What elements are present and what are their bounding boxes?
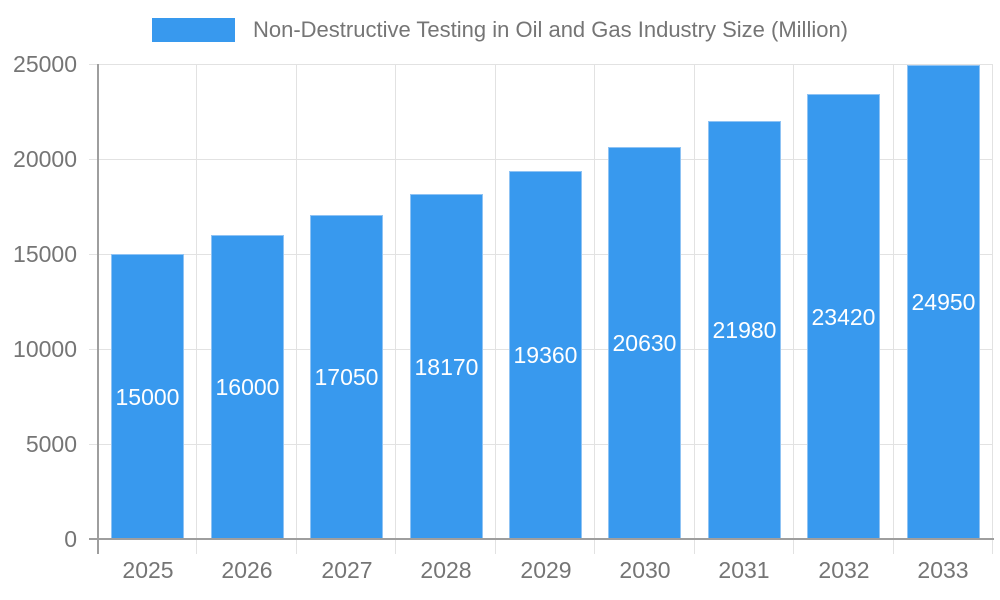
bar-value-label: 24950 xyxy=(911,289,976,315)
y-axis-tick-label: 5000 xyxy=(25,431,77,457)
y-axis-tick-label: 25000 xyxy=(13,51,77,77)
x-gridline xyxy=(992,64,993,554)
y-axis-tick-label: 0 xyxy=(64,526,77,552)
x-gridline xyxy=(296,64,297,554)
y-axis-tick-label: 20000 xyxy=(13,146,77,172)
legend[interactable]: Non-Destructive Testing in Oil and Gas I… xyxy=(0,17,1000,43)
x-axis-label-2033: 2033 xyxy=(917,557,969,583)
x-axis-label-2027: 2027 xyxy=(321,557,373,583)
bar-value-label: 16000 xyxy=(215,374,280,400)
legend-swatch-icon xyxy=(151,18,235,42)
bar-value-label: 17050 xyxy=(314,364,379,390)
bar-2031[interactable] xyxy=(708,121,781,539)
x-axis-label-2029: 2029 xyxy=(520,557,572,583)
x-axis-label-2032: 2032 xyxy=(818,557,870,583)
x-axis-label-2030: 2030 xyxy=(619,557,671,583)
y-gridline xyxy=(89,64,993,65)
plot-area: 0 5000 10000 15000 20000 25000 15000 2025 16000 2… xyxy=(13,51,994,583)
x-axis-label-2028: 2028 xyxy=(420,557,472,583)
y-axis-line xyxy=(97,64,99,554)
bar-2032[interactable] xyxy=(807,94,880,539)
bar-value-label: 23420 xyxy=(811,304,876,330)
x-axis-label-2025: 2025 xyxy=(122,557,174,583)
x-gridline xyxy=(594,64,595,554)
y-gridline xyxy=(89,159,993,160)
x-axis-label-2026: 2026 xyxy=(221,557,273,583)
bar-value-label: 19360 xyxy=(513,342,578,368)
x-gridline xyxy=(395,64,396,554)
y-axis-tick-label: 15000 xyxy=(13,241,77,267)
bar-2029[interactable] xyxy=(509,171,582,539)
x-gridline xyxy=(793,64,794,554)
bar-2033[interactable] xyxy=(907,65,980,539)
bar-value-label: 21980 xyxy=(712,317,777,343)
legend-label: Non-Destructive Testing in Oil and Gas I… xyxy=(252,17,849,42)
x-axis-line xyxy=(89,538,994,540)
x-gridline xyxy=(196,64,197,554)
bar-2028[interactable] xyxy=(410,194,483,539)
y-axis-tick-label: 10000 xyxy=(13,336,77,362)
bar-value-label: 18170 xyxy=(414,354,479,380)
x-gridline xyxy=(495,64,496,554)
x-gridline xyxy=(694,64,695,554)
x-gridline xyxy=(893,64,894,554)
bar-value-label: 20630 xyxy=(612,330,677,356)
bar-value-label: 15000 xyxy=(115,384,180,410)
x-axis-label-2031: 2031 xyxy=(718,557,770,583)
bar-2026[interactable] xyxy=(211,235,284,539)
bar-2030[interactable] xyxy=(608,147,681,539)
